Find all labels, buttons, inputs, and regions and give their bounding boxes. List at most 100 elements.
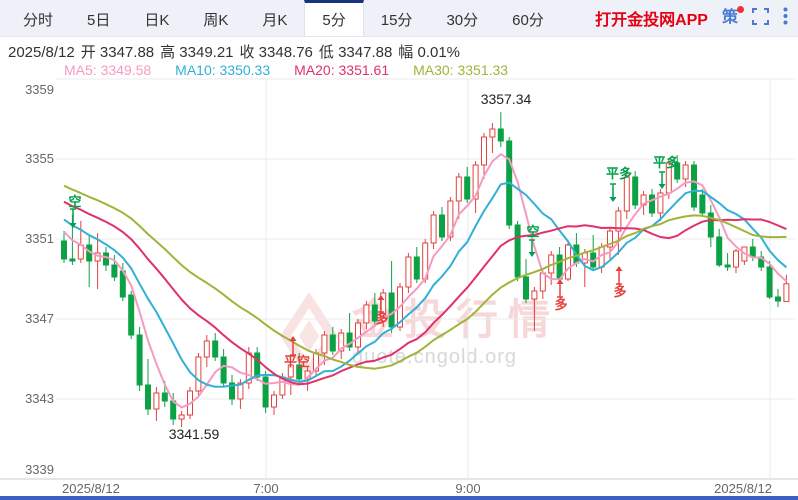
tab-周K[interactable]: 周K <box>203 11 229 29</box>
ma-legend-MA5: MA5: 3349.58 <box>64 62 152 78</box>
candle-body <box>531 290 538 300</box>
candle-body <box>682 164 689 180</box>
candle-body <box>707 212 714 238</box>
candle-body <box>514 224 521 278</box>
tab-分时[interactable]: 分时 <box>23 11 54 29</box>
candle-body <box>607 230 613 248</box>
candle-body <box>565 244 571 280</box>
candle-body <box>464 176 471 200</box>
candle-body <box>69 258 76 262</box>
y-axis-label: 3359 <box>25 82 54 97</box>
price-annotation: 3341.59 <box>169 426 220 442</box>
signal-label-open-short: 空 <box>68 194 81 209</box>
candle-body <box>61 240 67 260</box>
candle-body <box>724 264 731 268</box>
signal-label-close-long: 平多 <box>653 155 679 170</box>
candle-body <box>447 200 454 238</box>
ma-line-MA10 <box>63 181 788 388</box>
signal-arrow-head <box>658 184 666 189</box>
watermark-logo <box>280 292 338 385</box>
header-actions: 打开金投网APP 策 <box>595 0 798 36</box>
y-axis-label: 3351 <box>25 231 54 246</box>
candle-body <box>455 176 462 202</box>
candle-body <box>296 364 303 380</box>
tab-5日[interactable]: 5日 <box>87 11 111 29</box>
ohlc-item: 收 3348.76 <box>239 44 313 61</box>
open-app-link[interactable]: 打开金投网APP <box>595 12 708 29</box>
candle-body <box>363 304 370 324</box>
ma-line-MA5 <box>63 153 788 409</box>
tab-日K[interactable]: 日K <box>144 11 170 29</box>
signal-arrow-head <box>556 279 564 284</box>
tab-月K[interactable]: 月K <box>262 11 288 29</box>
y-axis-label: 3339 <box>25 462 54 477</box>
fullscreen-icon[interactable] <box>752 7 769 29</box>
candle-body <box>271 394 277 408</box>
candle-body <box>195 356 202 392</box>
x-axis-label: 9:00 <box>455 481 480 496</box>
candle-body <box>405 256 412 288</box>
y-axis-label: 3343 <box>25 391 54 406</box>
signal-label-open-long: 多 <box>554 297 567 312</box>
candle-body <box>657 192 664 214</box>
candle-body <box>145 384 151 410</box>
signal-label-open-short: 空 <box>526 224 539 239</box>
session-date: 2025/8/12 <box>8 44 75 61</box>
signal-label-open-long: 多 <box>613 284 626 299</box>
candle-body <box>674 162 681 180</box>
signal-label-close-long: 平多 <box>606 166 632 181</box>
candle-body <box>103 252 109 266</box>
ma-line-MA30 <box>63 184 787 370</box>
tab-5分[interactable]: 5分 <box>304 0 364 36</box>
ohlc-item: 高 3349.21 <box>160 44 234 61</box>
ohlc-readout: 2025/8/12 开 3347.88 高 3349.21 收 3348.76 低 33… <box>8 41 472 62</box>
period-tabbar: 分时 5日 日K 周K 月K 5分 15分 30分 60分 打开金投网APP 策 <box>0 0 798 37</box>
candle-body <box>371 304 378 322</box>
ohlc-item: 开 3347.88 <box>80 44 155 61</box>
candle-body <box>254 352 261 378</box>
signal-arrow-head <box>528 252 536 257</box>
candle-body <box>489 128 496 138</box>
candle-body <box>212 340 219 358</box>
y-axis-label: 3347 <box>25 311 54 326</box>
bottom-accent-bar <box>0 496 798 500</box>
ohlc-item: 幅 0.01% <box>398 44 460 61</box>
candle-body <box>136 334 143 386</box>
candle-body <box>346 332 353 348</box>
candle-body <box>523 276 529 300</box>
candle-body <box>691 164 697 208</box>
candle-body <box>766 266 773 298</box>
candle-body <box>632 176 639 206</box>
candle-body <box>161 392 168 402</box>
candle-body <box>229 382 235 400</box>
candle-body <box>623 176 630 212</box>
notification-dot <box>737 6 744 13</box>
signal-arrow-head <box>69 223 77 228</box>
tab-60分[interactable]: 60分 <box>512 11 544 29</box>
x-axis-label: 2025/8/12 <box>62 481 120 496</box>
candle-body <box>178 414 185 420</box>
watermark-url: quote.cngold.org <box>352 346 518 368</box>
candle-body <box>111 264 118 278</box>
candle-body <box>287 364 294 378</box>
signal-label-cover-short: 平空 <box>284 354 310 369</box>
candle-body <box>497 128 504 142</box>
candle-body <box>783 283 790 302</box>
candle-body <box>581 252 588 264</box>
signal-label-open-long: 多 <box>375 311 388 326</box>
strategy-icon[interactable]: 策 <box>722 6 744 26</box>
y-axis-label: 3355 <box>25 151 54 166</box>
signal-arrow-head <box>609 197 617 202</box>
tab-15分[interactable]: 15分 <box>380 11 413 29</box>
ma-line-MA20 <box>63 200 787 386</box>
candle-body <box>237 382 244 400</box>
candle-body <box>338 332 345 352</box>
x-axis-label: 7:00 <box>253 481 278 496</box>
candle-body <box>321 334 328 354</box>
candle-body <box>355 322 361 348</box>
tab-30分[interactable]: 30分 <box>446 11 479 29</box>
more-menu-icon[interactable] <box>783 7 788 29</box>
candle-body <box>329 334 336 352</box>
